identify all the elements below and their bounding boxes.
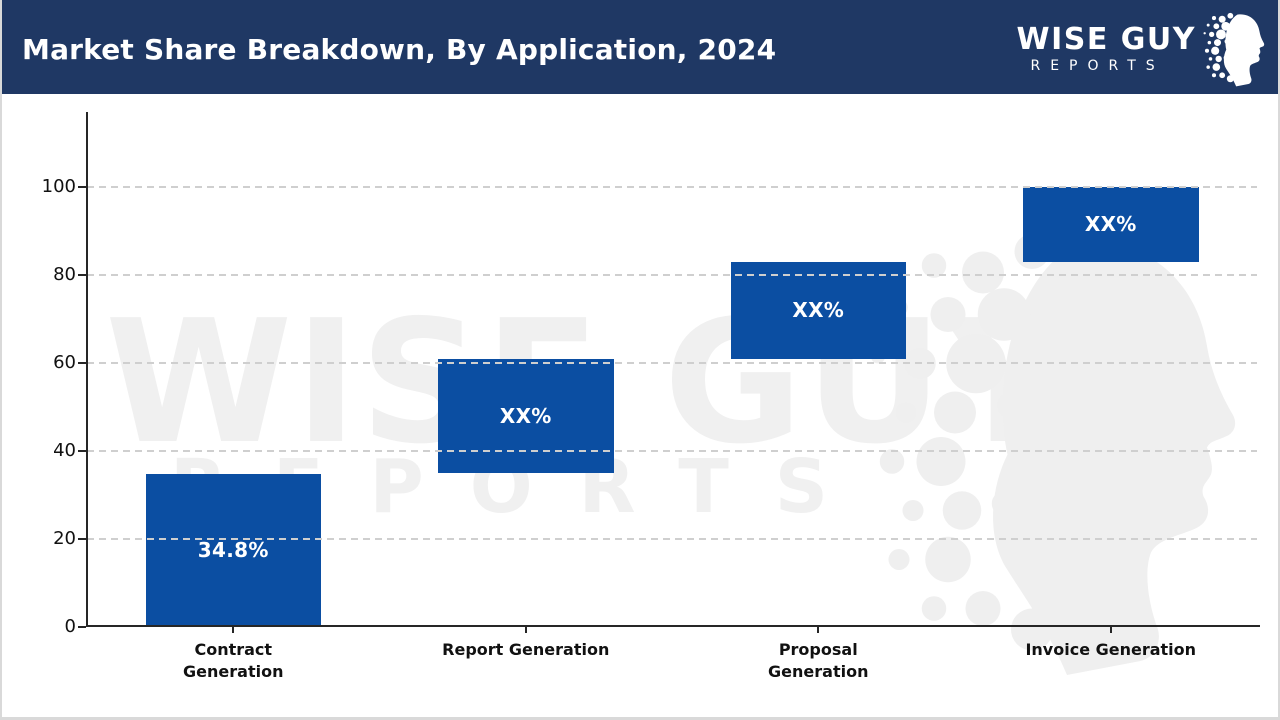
y-tick-label-40: 40	[53, 440, 76, 461]
y-axis-spine	[86, 112, 88, 627]
wiseguy-logo-text: WISE GUY REPORTS	[1016, 24, 1196, 74]
wiseguy-face-icon	[1200, 10, 1270, 88]
y-tick-label-0: 0	[64, 616, 76, 637]
x-tick-mark-3	[817, 627, 820, 633]
y-tick-label-80: 80	[53, 264, 76, 285]
wiseguy-logo: WISE GUY REPORTS	[1016, 8, 1270, 90]
header-bar: Market Share Breakdown, By Application, …	[2, 0, 1278, 94]
bar-value-label: XX%	[792, 298, 845, 323]
bar-segment-3: XX%	[730, 261, 906, 359]
bar-value-label: XX%	[1084, 212, 1137, 237]
logo-subtext: REPORTS	[1030, 57, 1165, 74]
y-gridline-20	[87, 538, 1257, 540]
y-tick-mark-40	[78, 450, 86, 452]
y-tick-label-100: 100	[41, 176, 76, 197]
y-tick-mark-60	[78, 362, 86, 364]
chart-title: Market Share Breakdown, By Application, …	[22, 33, 777, 67]
x-tick-mark-2	[524, 627, 527, 633]
x-category-label-1: Contract Generation	[183, 640, 284, 681]
bar-segment-2: XX%	[438, 358, 614, 473]
y-tick-mark-100	[78, 186, 86, 188]
bar-chart: WISE GUY REPORTS 0 20 40 60 80 100 34.8% Contra…	[2, 94, 1278, 717]
y-tick-mark-20	[78, 538, 86, 540]
bar-segment-1: 34.8%	[145, 473, 321, 627]
y-gridline-40	[87, 450, 1257, 452]
y-tick-mark-80	[78, 274, 86, 276]
bar-value-label: XX%	[499, 403, 552, 428]
logo-wordmark: WISE GUY	[1016, 22, 1196, 58]
x-axis-spine	[86, 625, 1260, 627]
y-tick-label-60: 60	[53, 352, 76, 373]
y-tick-mark-0	[78, 626, 86, 628]
y-gridline-80	[87, 274, 1257, 276]
x-tick-mark-4	[1109, 627, 1112, 633]
bar-segment-4: XX%	[1023, 187, 1199, 262]
x-category-label-3: Proposal Generation	[768, 640, 869, 681]
x-category-label-2: Report Generation	[442, 640, 610, 659]
y-tick-label-20: 20	[53, 528, 76, 549]
x-tick-mark-1	[232, 627, 235, 633]
x-category-label-4: Invoice Generation	[1025, 640, 1197, 659]
bar-value-label: 34.8%	[197, 538, 269, 563]
y-gridline-100	[87, 186, 1257, 188]
y-gridline-60	[87, 362, 1257, 364]
